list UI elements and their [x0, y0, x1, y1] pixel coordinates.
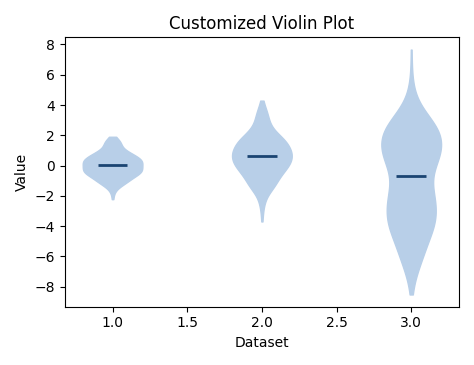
Title: Customized Violin Plot: Customized Violin Plot: [169, 15, 355, 33]
Y-axis label: Value: Value: [15, 153, 29, 191]
X-axis label: Dataset: Dataset: [235, 336, 289, 350]
